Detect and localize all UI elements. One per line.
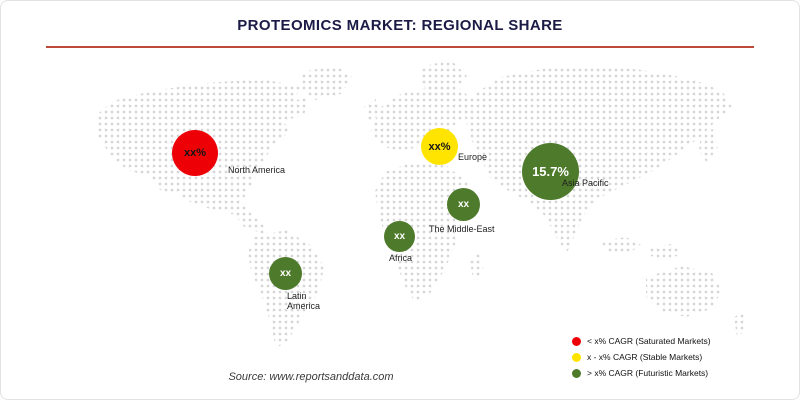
bubble-north-america: xx% [172, 130, 218, 176]
bubble-europe: xx% [421, 128, 458, 165]
bubble-latin-america: xx [269, 257, 302, 290]
legend-item-futuristic: > x% CAGR (Futuristic Markets) [572, 368, 711, 378]
bubble-europe-value: xx% [428, 140, 451, 153]
bubble-north-america-value: xx% [183, 147, 207, 159]
label-asia-pacific: Asia Pacific [562, 178, 609, 188]
label-latin-america: Latin America [287, 291, 321, 312]
legend-label-stable: x - x% CAGR (Stable Markets) [587, 352, 703, 362]
legend-dot-yellow [572, 352, 581, 362]
bubble-asia-pacific-value: 15.7% [532, 164, 569, 179]
title-underline [46, 46, 754, 48]
bubble-africa-value: xx [393, 231, 406, 242]
legend-dot-red [572, 336, 581, 346]
legend-label-saturated: < x% CAGR (Saturated Markets) [587, 336, 711, 346]
bubble-latin-america-value: xx [279, 268, 292, 279]
legend-item-stable: x - x% CAGR (Stable Markets) [572, 352, 711, 362]
bubble-asia-pacific: 15.7% [522, 143, 579, 200]
bubble-middle-east: xx [447, 188, 480, 221]
bubble-middle-east-value: xx [457, 199, 470, 210]
source-credit: Source: www.reportsanddata.com [228, 371, 394, 383]
label-north-america: North America [228, 165, 286, 175]
label-middle-east: The Middle-East [429, 224, 495, 234]
legend-item-saturated: < x% CAGR (Saturated Markets) [572, 336, 711, 346]
legend: < x% CAGR (Saturated Markets) x - x% CAG… [572, 336, 711, 384]
label-africa: Africa [389, 253, 413, 263]
legend-label-futuristic: > x% CAGR (Futuristic Markets) [587, 368, 709, 378]
page-title: PROTEOMICS MARKET: REGIONAL SHARE [237, 17, 563, 34]
legend-dot-green [572, 368, 581, 378]
bubble-africa: xx [384, 221, 415, 252]
label-europe: Europe [458, 152, 488, 162]
